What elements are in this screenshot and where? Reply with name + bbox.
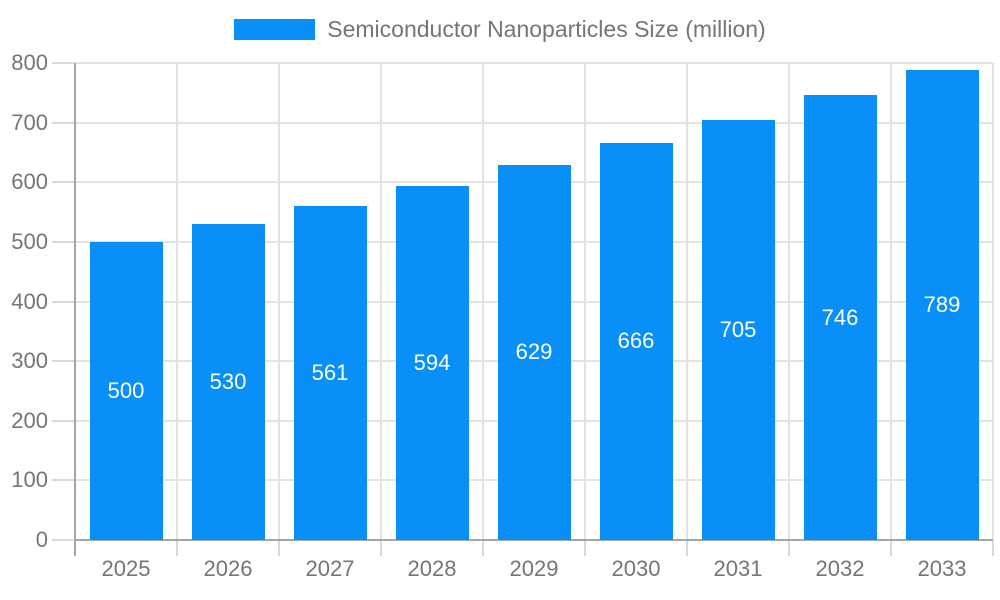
x-axis-tick: [380, 540, 382, 556]
y-axis-label: 0: [35, 527, 48, 552]
bar: 746: [803, 95, 877, 540]
x-axis-label: 2026: [203, 556, 253, 581]
x-axis-label: 2033: [917, 556, 967, 581]
gridline-vertical: [584, 63, 586, 540]
x-axis-label: 2028: [407, 556, 457, 581]
gridline-vertical: [788, 63, 790, 540]
bar-value-label: 789: [923, 291, 961, 317]
x-axis-line: [74, 539, 993, 541]
legend-swatch: [234, 19, 316, 40]
gridline-vertical: [890, 63, 892, 540]
y-axis-label: 500: [11, 228, 48, 254]
y-axis-label: 200: [11, 407, 48, 433]
x-axis-tick: [278, 540, 280, 556]
bar-value-label: 746: [821, 304, 859, 330]
bar-value-label: 594: [413, 349, 451, 375]
x-axis-label: 2032: [815, 556, 865, 581]
gridline-vertical: [482, 63, 484, 540]
gridline-horizontal: [75, 62, 993, 64]
x-axis-tick: [686, 540, 688, 556]
y-axis-label: 300: [11, 348, 48, 374]
y-axis-tick: [52, 360, 74, 363]
x-axis-label: 2031: [713, 556, 763, 581]
bar: 561: [293, 205, 367, 540]
bar: 500: [89, 241, 163, 540]
y-axis-tick: [52, 300, 74, 303]
bar: 530: [191, 223, 265, 540]
x-axis-tick: [788, 540, 790, 556]
bar: 789: [905, 69, 979, 540]
x-axis-label: 2029: [509, 556, 559, 581]
gridline-vertical: [176, 63, 178, 540]
x-axis-tick: [890, 540, 892, 556]
x-axis-tick: [74, 540, 76, 556]
bar-value-label: 666: [617, 328, 655, 354]
chart-legend: Semiconductor Nanoparticles Size (millio…: [0, 16, 1000, 43]
bar-value-label: 500: [107, 377, 145, 403]
legend-item-series[interactable]: Semiconductor Nanoparticles Size (millio…: [234, 16, 766, 43]
bar: 666: [599, 142, 673, 540]
bar-value-label: 561: [311, 359, 349, 385]
bar-value-label: 629: [515, 339, 553, 365]
x-axis-tick: [992, 540, 994, 556]
y-axis-tick: [52, 539, 74, 541]
x-axis-tick: [176, 540, 178, 556]
y-axis-label: 100: [11, 467, 48, 493]
x-axis-tick: [482, 540, 484, 556]
y-axis-label: 700: [11, 109, 48, 135]
y-axis-tick: [52, 419, 74, 422]
y-axis-tick: [52, 181, 74, 184]
x-axis-tick: [584, 540, 586, 556]
x-axis-label: 2027: [305, 556, 355, 581]
x-axis-label: 2025: [101, 556, 151, 581]
legend-label: Semiconductor Nanoparticles Size (millio…: [327, 16, 766, 42]
gridline-vertical: [992, 63, 994, 540]
y-axis-label: 400: [11, 288, 48, 314]
y-axis-tick: [52, 62, 74, 64]
gridline-vertical: [380, 63, 382, 540]
y-axis-label: 600: [11, 169, 48, 195]
gridline-vertical: [278, 63, 280, 540]
bar: 629: [497, 164, 571, 540]
bar-value-label: 530: [209, 368, 247, 394]
x-axis-label: 2030: [611, 556, 661, 581]
y-axis-tick: [52, 121, 74, 124]
bar-value-label: 705: [719, 316, 757, 342]
bar: 594: [395, 185, 469, 540]
gridline-horizontal: [75, 121, 993, 124]
bar: 705: [701, 119, 775, 540]
y-axis-label: 800: [11, 50, 48, 75]
y-axis-line: [74, 63, 76, 540]
y-axis-tick: [52, 479, 74, 482]
y-axis-tick: [52, 240, 74, 243]
gridline-vertical: [686, 63, 688, 540]
